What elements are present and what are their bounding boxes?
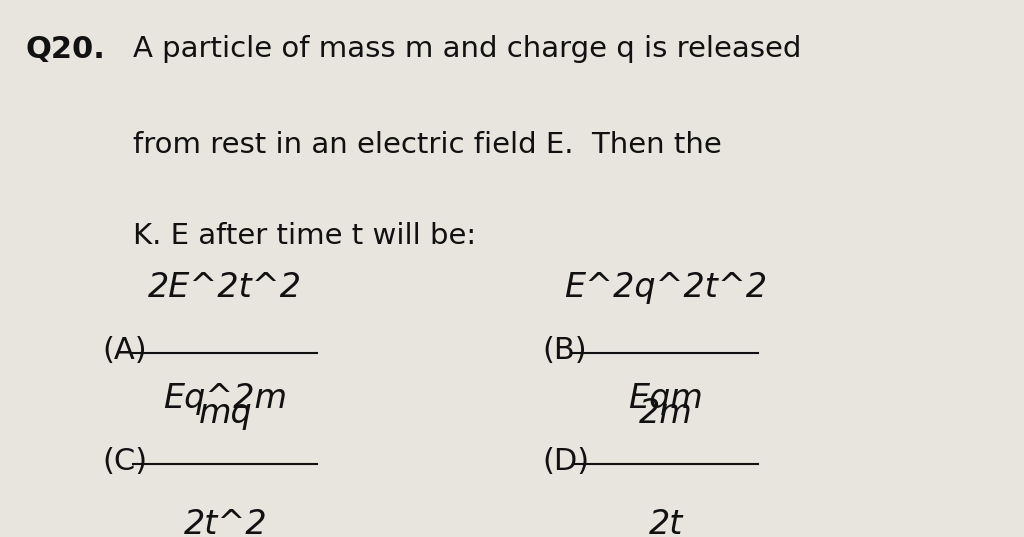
Text: (C): (C): [102, 447, 147, 476]
Text: Eq^2m: Eq^2m: [163, 382, 288, 415]
Text: 2E^2t^2: 2E^2t^2: [148, 271, 302, 304]
Text: Q20.: Q20.: [26, 35, 105, 64]
Text: A particle of mass m and charge q is released: A particle of mass m and charge q is rel…: [133, 35, 802, 63]
Text: Eqm: Eqm: [629, 382, 702, 415]
Text: E^2q^2t^2: E^2q^2t^2: [564, 271, 767, 304]
Text: mq: mq: [199, 397, 252, 430]
Text: 2t: 2t: [648, 507, 683, 537]
Text: from rest in an electric field E.  Then the: from rest in an electric field E. Then t…: [133, 131, 722, 159]
Text: 2t^2: 2t^2: [183, 507, 267, 537]
Text: (B): (B): [543, 336, 588, 365]
Text: (D): (D): [543, 447, 590, 476]
Text: (A): (A): [102, 336, 147, 365]
Text: 2m: 2m: [639, 397, 692, 430]
Text: K. E after time t will be:: K. E after time t will be:: [133, 222, 476, 250]
